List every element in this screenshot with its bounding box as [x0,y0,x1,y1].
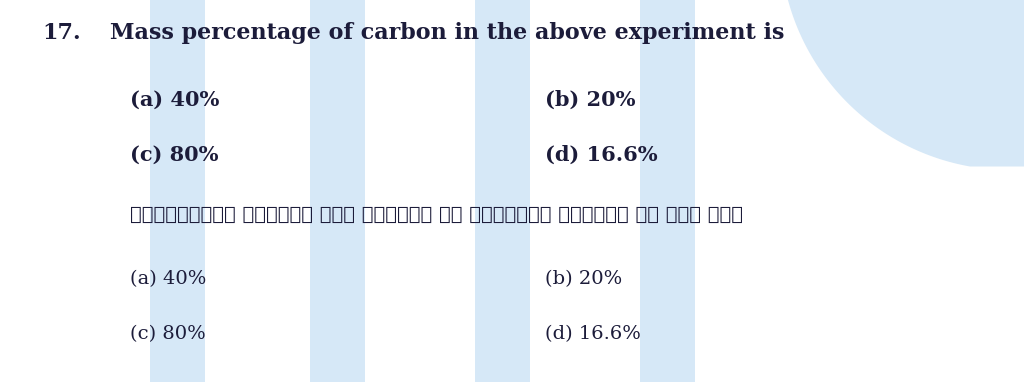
Text: (a) 40%: (a) 40% [130,270,207,288]
Text: (d) 16.6%: (d) 16.6% [545,145,657,165]
Bar [150,0,205,382]
Polygon shape [780,0,1024,167]
Text: (c) 80%: (c) 80% [130,145,218,165]
Text: (b) 20%: (b) 20% [545,270,623,288]
Bar [475,0,530,382]
Text: उपर्युक्त प्रयोग में कार्बन की प्रतिशत मात्रा का मान हैं: उपर्युक्त प्रयोग में कार्बन की प्रतिशत म… [130,205,743,224]
Bar [310,0,365,382]
Text: (c) 80%: (c) 80% [130,325,206,343]
Text: 17.: 17. [42,22,81,44]
Text: (d) 16.6%: (d) 16.6% [545,325,641,343]
Text: Mass percentage of carbon in the above experiment is: Mass percentage of carbon in the above e… [110,22,784,44]
Text: (a) 40%: (a) 40% [130,90,219,110]
Text: (b) 20%: (b) 20% [545,90,636,110]
Bar [640,0,695,382]
